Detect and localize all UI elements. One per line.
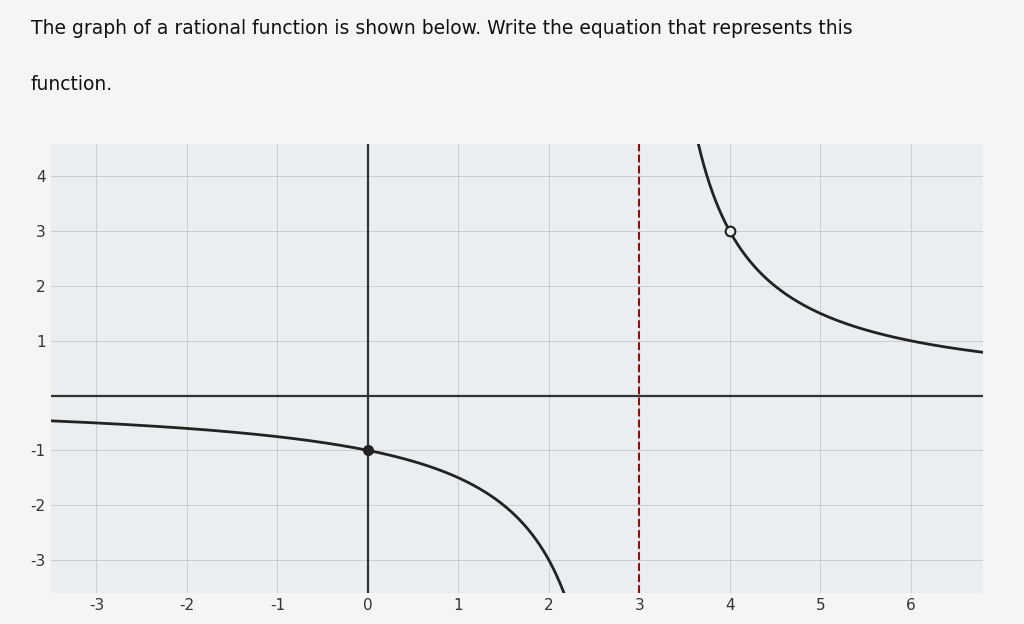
Text: function.: function. xyxy=(31,75,113,94)
Text: The graph of a rational function is shown below. Write the equation that represe: The graph of a rational function is show… xyxy=(31,19,852,37)
